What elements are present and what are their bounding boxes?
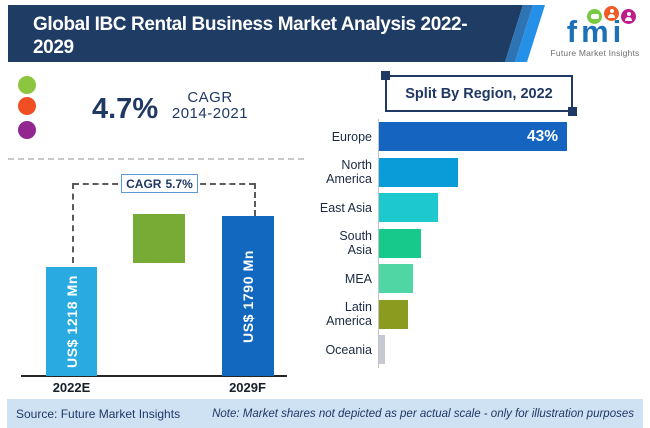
- value-bar-2029: US$ 1790 Mn: [222, 216, 274, 376]
- value-bar-2022: US$ 1218 Mn: [46, 267, 97, 376]
- fmi-logo: fmi Future Market Insights: [545, 4, 645, 62]
- region-label: Europe: [331, 129, 372, 144]
- region-bar-zone: [378, 332, 642, 368]
- region-row: East Asia: [310, 190, 642, 226]
- selection-handle-icon: [568, 107, 577, 116]
- cagr-connector-right: [254, 183, 256, 216]
- region-bar: [379, 157, 458, 187]
- region-bar-zone: [378, 296, 642, 332]
- region-chart-title: Split By Region, 2022: [405, 85, 553, 102]
- growth-step-marker: [133, 214, 185, 263]
- note-text: Note: Market shares not depicted as per …: [212, 407, 634, 420]
- cagr-caption: CAGR: [187, 89, 233, 106]
- region-chart-rows: Europe 43% North America East Asia South Asi…: [310, 119, 642, 368]
- region-bar-zone: [378, 225, 642, 261]
- region-bar-zone: [378, 154, 642, 190]
- region-label: East Asia: [319, 200, 372, 215]
- region-row: Latin America: [310, 296, 642, 332]
- chat-bubble-icon: [587, 9, 602, 24]
- page-title-line1: Global IBC Rental Business Market Analys…: [33, 14, 468, 35]
- x-tick-2022E: 2022E: [52, 380, 91, 395]
- header-band: Global IBC Rental Business Market Analys…: [8, 5, 505, 62]
- region-bar-zone: [378, 190, 642, 226]
- region-label: Latin America: [326, 299, 372, 329]
- region-label: North America: [326, 157, 372, 187]
- person-icon: [621, 9, 636, 24]
- forecast-cagr-prefix: CAGR: [126, 176, 162, 191]
- region-bar: [379, 264, 413, 294]
- source-text: Source: Future Market Insights: [16, 406, 181, 421]
- region-bar-zone: 43%: [378, 119, 642, 155]
- region-bar: [379, 193, 438, 223]
- value-bar-2029-label: US$ 1790 Mn: [240, 249, 256, 343]
- x-tick-2029F: 2029F: [229, 380, 266, 395]
- region-bar-value: 43%: [526, 127, 558, 145]
- bullet-dot-green: [18, 76, 36, 94]
- bullet-dot-orange: [18, 97, 36, 115]
- region-bar-zone: [378, 261, 642, 297]
- value-bar-2022-label: US$ 1218 Mn: [63, 275, 80, 368]
- footer-band: Source: Future Market Insights Note: Mar…: [7, 399, 643, 428]
- dashed-separator: [8, 158, 304, 160]
- page-title: Global IBC Rental Business Market Analys…: [33, 13, 513, 59]
- bullet-dot-purple: [18, 121, 36, 139]
- header-diagonal-stripes: [505, 5, 545, 62]
- region-row: North America: [310, 154, 642, 190]
- cagr-period: 2014-2021: [171, 105, 249, 122]
- person-icon: [604, 6, 619, 21]
- historic-cagr-value: 4.7%: [92, 93, 159, 125]
- region-row: MEA: [310, 261, 642, 297]
- x-axis-line: [21, 375, 287, 377]
- region-row: Europe 43%: [310, 119, 642, 155]
- region-bar: [379, 335, 385, 365]
- region-label: South Asia: [339, 228, 372, 258]
- region-row: Oceania: [310, 332, 642, 368]
- region-row: South Asia: [310, 225, 642, 261]
- cagr-connector-left: [72, 183, 74, 263]
- forecast-cagr-value: 5.7%: [165, 176, 193, 191]
- selection-handle-icon: [381, 71, 390, 80]
- region-label: Oceania: [325, 342, 372, 357]
- region-bar: [379, 228, 421, 258]
- region-bar: [379, 299, 408, 329]
- region-label: MEA: [344, 271, 372, 286]
- historic-cagr-label: CAGR 2014-2021: [168, 90, 252, 122]
- region-chart-title-box: Split By Region, 2022: [381, 71, 577, 116]
- forecast-cagr-callout: CAGR 5.7%: [121, 174, 198, 193]
- page-title-line2: 2029: [33, 37, 74, 58]
- region-bar: 43%: [379, 122, 567, 152]
- fmi-logo-tagline: Future Market Insights: [550, 48, 640, 58]
